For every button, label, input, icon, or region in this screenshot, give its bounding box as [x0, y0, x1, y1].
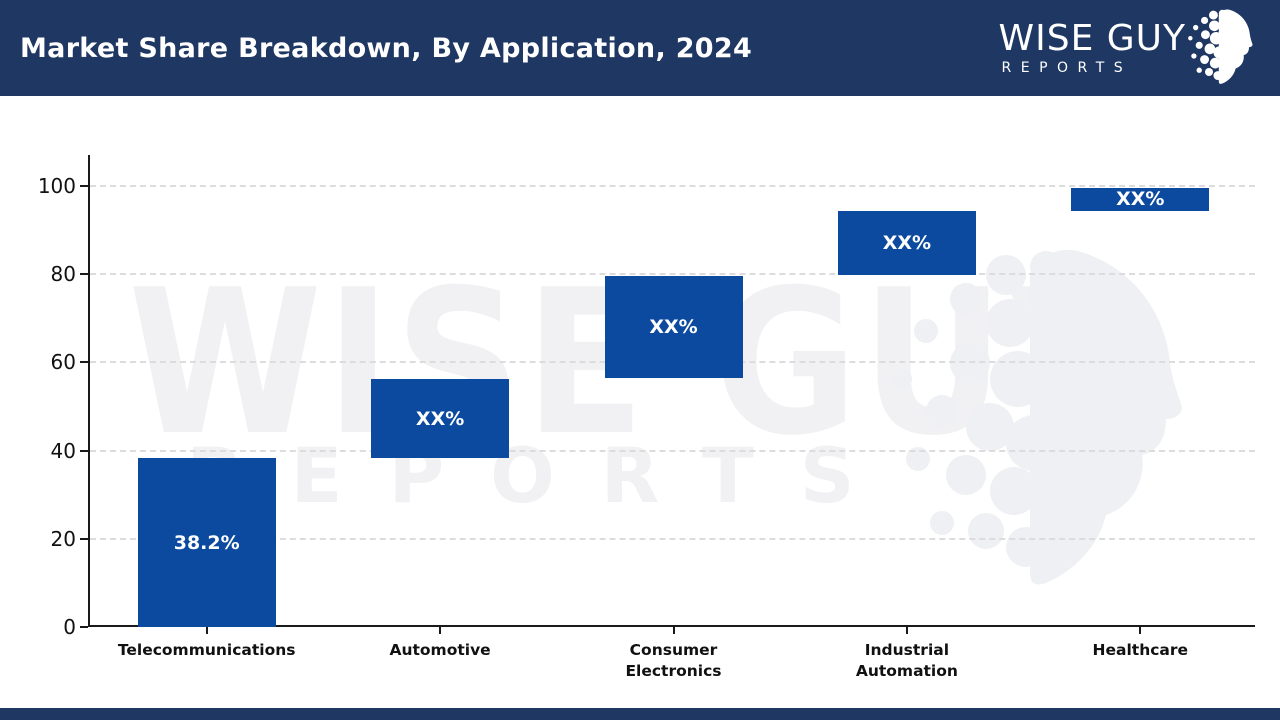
y-axis-tick: [80, 626, 88, 628]
y-axis-tick-label: 0: [63, 615, 76, 639]
gridline: [90, 184, 1255, 187]
x-axis-category-label: Healthcare: [1092, 641, 1189, 659]
brand-logo-text: WISE GUY REPORTS: [998, 17, 1187, 76]
gridline: [90, 537, 1255, 540]
x-axis-tick: [205, 627, 208, 634]
header-banner: Market Share Breakdown, By Application, …: [0, 0, 1280, 96]
y-axis-tick: [80, 184, 88, 187]
gridline: [90, 449, 1255, 452]
bar-value-label: 38.2%: [173, 531, 240, 554]
footer-bar: [0, 708, 1280, 720]
bar-value-label: XX%: [649, 316, 698, 339]
y-axis-tick-label: 60: [50, 350, 76, 375]
x-axis-tick: [439, 627, 442, 634]
y-axis-tick: [80, 361, 88, 364]
y-axis-tick-label: 20: [50, 526, 76, 551]
y-axis-tick: [80, 537, 88, 540]
y-axis-tick-label: 80: [50, 262, 76, 287]
brand-name: WISE GUY: [998, 17, 1186, 59]
x-axis-tick: [1139, 627, 1142, 634]
x-axis-category-label: Automotive: [389, 641, 491, 659]
bar: XX%: [371, 379, 510, 459]
y-axis-tick-label: 100: [37, 173, 76, 198]
gridline: [90, 273, 1255, 276]
x-axis-tick: [905, 627, 908, 634]
y-axis-tick: [80, 449, 88, 452]
bar-value-label: XX%: [415, 407, 465, 430]
bar: XX%: [1071, 187, 1210, 212]
y-axis-tick-label: 40: [50, 438, 76, 463]
bar-value-label: XX%: [882, 231, 932, 254]
x-axis-category-label: Telecommunications: [117, 641, 296, 659]
plot-area: 0 20 40 60 80 100 38.2% Telecommunications XX% Au…: [38, 155, 1255, 680]
bar: 38.2%: [137, 458, 276, 627]
brand-logo: WISE GUY REPORTS: [999, 8, 1255, 88]
wise-guy-head-icon: [1188, 9, 1253, 84]
bar: XX%: [837, 211, 976, 275]
page-title: Market Share Breakdown, By Application, …: [20, 32, 753, 64]
x-axis-category-label: Consumer Electronics: [625, 641, 722, 680]
x-axis-tick: [672, 627, 675, 634]
bar-value-label: XX%: [1116, 188, 1165, 211]
x-axis-category-label: Industrial Automation: [855, 641, 958, 680]
brand-subname: REPORTS: [1001, 59, 1133, 76]
y-axis-tick: [80, 273, 88, 276]
chart-canvas: WISE GUY REPORTS 0 20 40 60 80 100 38.2% Teleco…: [0, 96, 1280, 708]
bar: XX%: [604, 275, 743, 379]
